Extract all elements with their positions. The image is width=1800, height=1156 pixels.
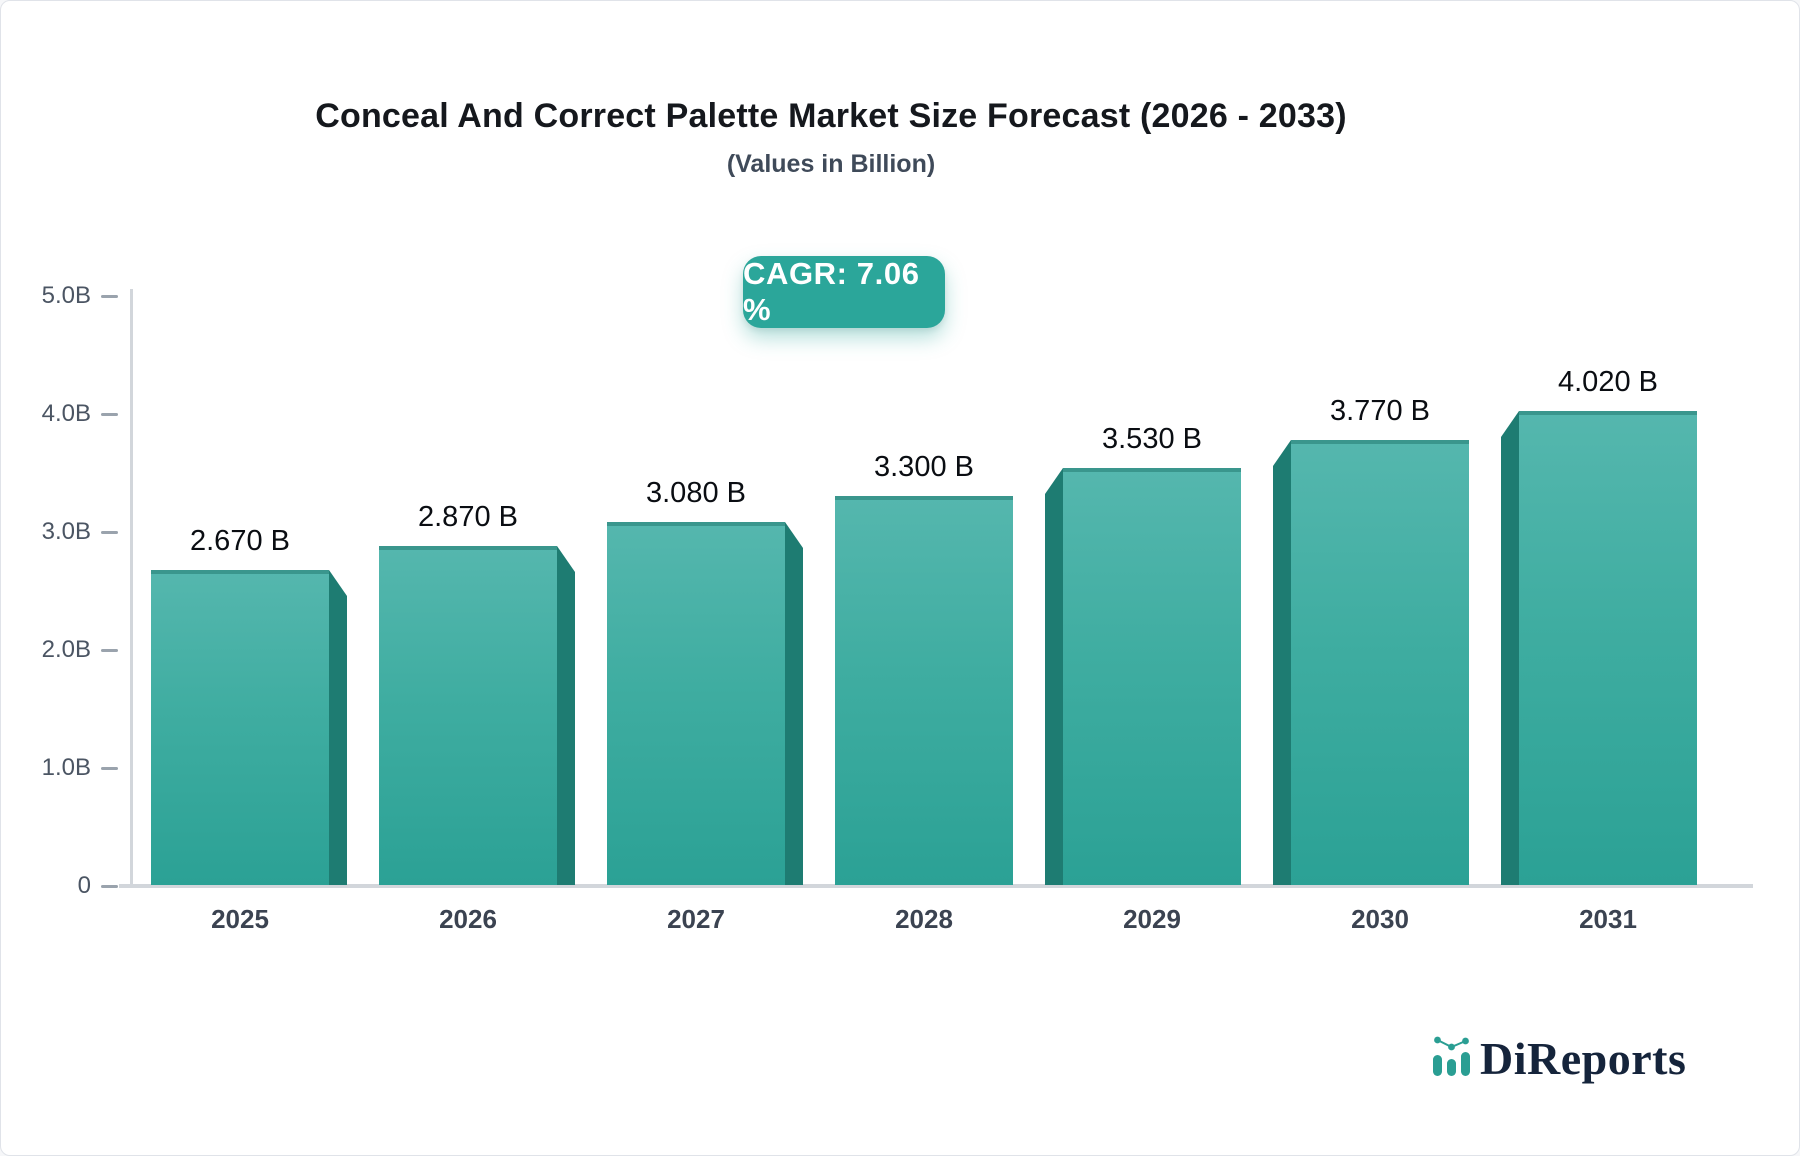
bar-face-2031 [1519, 411, 1697, 885]
x-label-2026: 2026 [439, 904, 497, 934]
y-tick-label-5.0B: 5.0B [41, 282, 91, 309]
y-tick-dash-0 [101, 885, 118, 888]
bar-value-2031: 4.020 B [1558, 366, 1658, 398]
bar-group-2030 [1273, 440, 1469, 885]
y-tick-label-3.0B: 3.0B [41, 518, 91, 545]
bar-side-2029 [1045, 468, 1063, 885]
y-tick-dash-2.0B [101, 649, 118, 652]
y-tick-dash-1.0B [101, 767, 118, 770]
bar-face-2026 [379, 546, 557, 885]
bar-group-2028 [835, 496, 1013, 885]
bar-group-2026 [379, 546, 575, 885]
x-label-2030: 2030 [1351, 904, 1409, 934]
bar-face-2025 [151, 570, 329, 885]
bar-value-2028: 3.300 B [874, 451, 974, 483]
bar-group-2031 [1501, 411, 1697, 885]
bar-side-2030 [1273, 440, 1291, 885]
x-label-2029: 2029 [1123, 904, 1181, 934]
chart-title: Conceal And Correct Palette Market Size … [315, 97, 1347, 135]
bar-face-2028 [835, 496, 1013, 885]
x-axis-line [119, 884, 1753, 888]
cagr-badge: CAGR: 7.06 % [743, 256, 945, 328]
cagr-badge-label: CAGR: 7.06 % [743, 256, 920, 327]
bar-side-2025 [329, 570, 347, 885]
bar-value-2025: 2.670 B [190, 525, 290, 557]
bar-face-2030 [1291, 440, 1469, 885]
bar-value-2026: 2.870 B [418, 501, 518, 533]
bar-value-2030: 3.770 B [1330, 395, 1430, 427]
bar-face-2027 [607, 522, 785, 885]
chart-header: Conceal And Correct Palette Market Size … [1, 1, 1661, 179]
x-label-2028: 2028 [895, 904, 953, 934]
bar-side-2027 [785, 522, 803, 885]
chart-subtitle: (Values in Billion) [726, 150, 936, 178]
bar-group-2025 [151, 570, 347, 885]
bar-side-2031 [1501, 411, 1519, 885]
y-axis-line [130, 289, 133, 887]
x-label-2031: 2031 [1579, 904, 1637, 934]
y-tick-label-4.0B: 4.0B [41, 400, 91, 427]
brand-logo: DiReports [1431, 1033, 1686, 1082]
y-tick-label-0: 0 [77, 872, 91, 899]
x-label-2027: 2027 [667, 904, 725, 934]
y-tick-label-2.0B: 2.0B [41, 636, 91, 663]
y-tick-label-1.0B: 1.0B [41, 754, 91, 781]
bar-side-2026 [557, 546, 575, 885]
brand-name: DiReports [1480, 1033, 1687, 1084]
bar-group-2027 [607, 522, 803, 885]
bar-value-2027: 3.080 B [646, 477, 746, 509]
y-tick-dash-3.0B [101, 531, 118, 534]
bar-value-2029: 3.530 B [1102, 423, 1202, 455]
bar-face-2029 [1063, 468, 1241, 885]
brand-chart-icon [1433, 1036, 1470, 1076]
y-tick-dash-4.0B [101, 413, 118, 416]
y-tick-dash-5.0B [101, 295, 118, 298]
x-label-2025: 2025 [211, 904, 269, 934]
bar-group-2029 [1045, 468, 1241, 885]
